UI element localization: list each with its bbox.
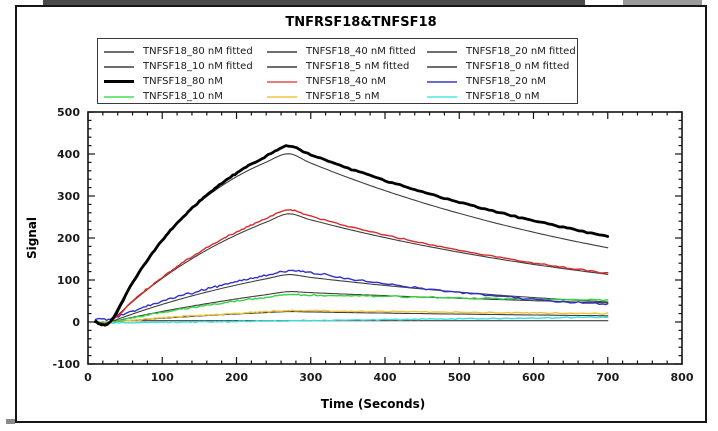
legend-line-sample <box>427 50 457 53</box>
x-axis-tick-label: 400 <box>374 371 397 384</box>
legend-label: TNFSF18_5 nM <box>306 91 380 102</box>
legend-line-sample <box>427 80 457 83</box>
legend-label: TNFSF18_20 nM fitted <box>466 46 576 57</box>
window-edge-strip-left <box>43 0 585 5</box>
legend-label: TNFSF18_5 nM fitted <box>306 61 410 72</box>
y-axis-tick-label: 300 <box>57 190 80 203</box>
legend-label: TNFSF18_80 nM <box>143 76 223 87</box>
legend-line-sample <box>104 95 134 98</box>
curve-tnfsf18-40-nm-fitted <box>109 213 609 323</box>
x-axis-tick-label: 800 <box>671 371 694 384</box>
legend-line-sample <box>427 65 457 68</box>
legend-item: TNFSF18_0 nM <box>427 91 577 102</box>
x-axis-tick-label: 100 <box>151 371 174 384</box>
legend-line-sample <box>267 65 297 68</box>
y-axis-tick-label: 400 <box>57 148 80 161</box>
curve-tnfsf18-80-nm <box>94 144 610 327</box>
legend-item: TNFSF18_40 nM <box>267 76 427 87</box>
legend-box: TNFSF18_80 nM fitted TNFSF18_40 nM fitted… <box>97 38 578 104</box>
legend-label: TNFSF18_20 nM <box>466 76 546 87</box>
legend-item: TNFSF18_80 nM <box>104 76 267 87</box>
legend-label: TNFSF18_40 nM <box>306 76 386 87</box>
legend-label: TNFSF18_80 nM fitted <box>143 46 253 57</box>
legend-item: TNFSF18_80 nM fitted <box>104 46 267 57</box>
x-axis-tick-label: 0 <box>84 371 92 384</box>
legend-item: TNFSF18_0 nM fitted <box>427 61 577 72</box>
legend-item: TNFSF18_5 nM fitted <box>267 61 427 72</box>
x-axis-tick-label: 600 <box>522 371 545 384</box>
legend-label: TNFSF18_0 nM fitted <box>466 61 570 72</box>
x-axis-tick-label: 700 <box>596 371 619 384</box>
legend-line-sample <box>427 95 457 98</box>
legend-label: TNFSF18_10 nM fitted <box>143 61 253 72</box>
curve-tnfsf18-20-nm-fitted <box>109 274 609 323</box>
legend-item: TNFSF18_10 nM fitted <box>104 61 267 72</box>
legend-line-sample <box>104 80 134 83</box>
y-axis-title: Signal <box>25 216 39 260</box>
legend-item: TNFSF18_40 nM fitted <box>267 46 427 57</box>
curve-tnfsf18-20-nm <box>94 269 609 322</box>
x-axis-tick-label: 300 <box>299 371 322 384</box>
legend-line-sample <box>267 50 297 53</box>
x-axis-tick-label: 200 <box>225 371 248 384</box>
x-axis-tick-label: 500 <box>448 371 471 384</box>
curve-tnfsf18-5-nm <box>94 309 609 323</box>
corner-artifact <box>6 419 15 424</box>
legend-label: TNFSF18_0 nM <box>466 91 540 102</box>
curve-tnfsf18-40-nm <box>94 209 609 325</box>
legend-label: TNFSF18_10 nM <box>143 91 223 102</box>
legend-item: TNFSF18_20 nM fitted <box>427 46 577 57</box>
legend-line-sample <box>267 80 297 83</box>
y-axis-tick-label: 0 <box>72 316 80 329</box>
y-axis-tick-label: 100 <box>57 274 80 287</box>
legend-item: TNFSF18_10 nM <box>104 91 267 102</box>
window-edge-strip-right <box>623 0 702 5</box>
y-axis-tick-label: 200 <box>57 232 80 245</box>
legend-line-sample <box>104 50 134 53</box>
legend-line-sample <box>104 65 134 68</box>
legend-line-sample <box>267 95 297 98</box>
y-axis-tick-label: 500 <box>57 106 80 119</box>
legend-label: TNFSF18_40 nM fitted <box>306 46 416 57</box>
legend-grid: TNFSF18_80 nM fitted TNFSF18_40 nM fitted… <box>98 39 577 104</box>
curve-tnfsf18-10-nm <box>94 293 609 324</box>
legend-item: TNFSF18_20 nM <box>427 76 577 87</box>
legend-item: TNFSF18_5 nM <box>267 91 427 102</box>
x-axis-title: Time (Seconds) <box>320 397 426 411</box>
curve-tnfsf18-0-nm <box>94 316 609 324</box>
y-axis-tick-label: -100 <box>52 358 80 371</box>
chart-title: TNFRSF18&TNFSF18 <box>285 15 437 30</box>
